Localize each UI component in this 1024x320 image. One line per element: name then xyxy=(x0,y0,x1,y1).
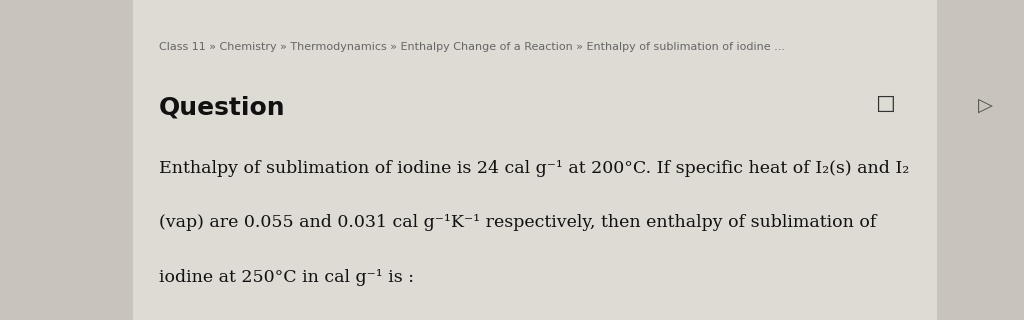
Text: Class 11 » Chemistry » Thermodynamics » Enthalpy Change of a Reaction » Enthalpy: Class 11 » Chemistry » Thermodynamics » … xyxy=(159,42,784,52)
Text: Question: Question xyxy=(159,96,286,120)
Text: (vap) are 0.055 and 0.031 cal g⁻¹K⁻¹ respectively, then enthalpy of sublimation : (vap) are 0.055 and 0.031 cal g⁻¹K⁻¹ res… xyxy=(159,214,877,231)
Text: ☐: ☐ xyxy=(876,96,896,116)
Text: ▷: ▷ xyxy=(978,96,993,115)
Text: Enthalpy of sublimation of iodine is 24 cal g⁻¹ at 200°C. If specific heat of I₂: Enthalpy of sublimation of iodine is 24 … xyxy=(159,160,909,177)
Bar xyxy=(133,0,937,320)
Text: iodine at 250°C in cal g⁻¹ is :: iodine at 250°C in cal g⁻¹ is : xyxy=(159,269,414,286)
